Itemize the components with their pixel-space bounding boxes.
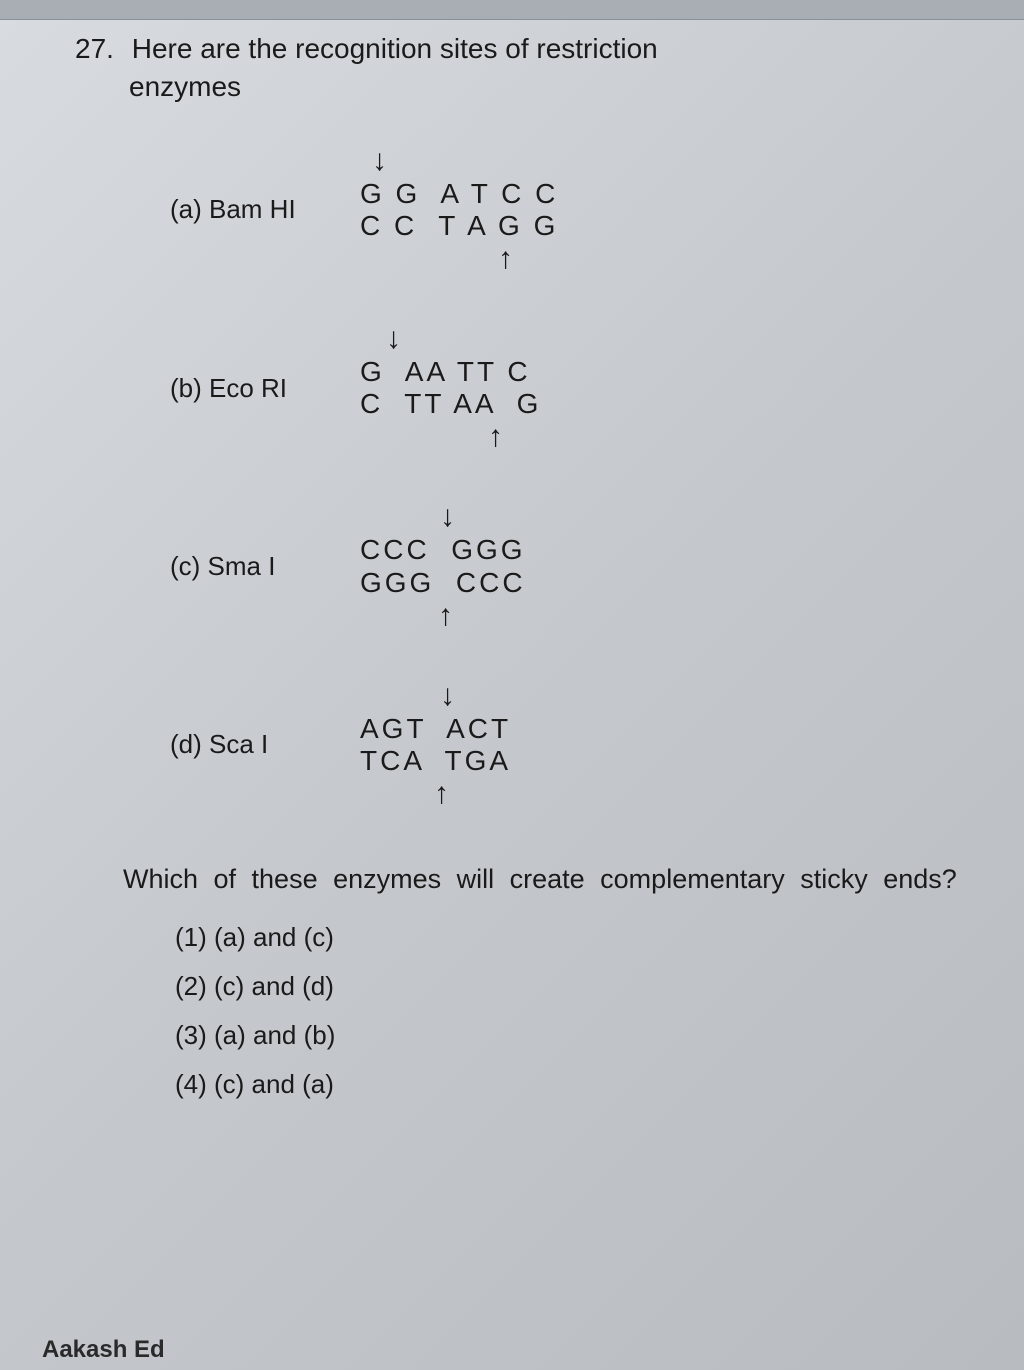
enzyme-row: (a) Bam HI↓G G A T C CC C T A G G↑ <box>170 146 964 274</box>
answer-option: (3) (a) and (b) <box>175 1020 964 1051</box>
sequence-block: ↓G G A T C CC C T A G G↑ <box>360 146 558 274</box>
enzyme-label: (b) Eco RI <box>170 373 360 404</box>
enzyme-row: (c) Sma I↓CCC GGGGGG CCC↑ <box>170 502 964 630</box>
arrow-up-icon: ↑ <box>498 244 516 274</box>
sequence-bottom: TCA TGA <box>360 745 511 777</box>
arrow-down-icon: ↓ <box>372 146 390 176</box>
sequence-block: ↓AGT ACTTCA TGA↑ <box>360 681 511 809</box>
enzyme-row: (b) Eco RI↓G AA TT CC TT AA G↑ <box>170 324 964 452</box>
sequence-bottom: GGG CCC <box>360 567 526 599</box>
enzyme-label: (d) Sca I <box>170 729 360 760</box>
question-line2: enzymes <box>129 68 964 106</box>
arrow-down-icon: ↓ <box>440 681 458 711</box>
question-block: 27. Here are the recognition sites of re… <box>75 30 964 106</box>
arrow-up-icon: ↑ <box>488 422 506 452</box>
answer-option: (4) (c) and (a) <box>175 1069 964 1100</box>
sequence-top: G AA TT C <box>360 356 541 388</box>
sequence-top: AGT ACT <box>360 713 511 745</box>
enzyme-row: (d) Sca I↓AGT ACTTCA TGA↑ <box>170 681 964 809</box>
sequence-top: CCC GGG <box>360 534 526 566</box>
paper-top-edge <box>0 0 1024 20</box>
enzyme-label: (c) Sma I <box>170 551 360 582</box>
footer-brand: Aakash Ed <box>42 1336 165 1364</box>
arrow-up-icon: ↑ <box>438 601 456 631</box>
sequence-bottom: C C T A G G <box>360 210 558 242</box>
sequence-bottom: C TT AA G <box>360 388 541 420</box>
question-line1: Here are the recognition sites of restri… <box>132 33 658 64</box>
arrow-down-icon: ↓ <box>440 502 458 532</box>
arrow-up-icon: ↑ <box>434 779 452 809</box>
answer-option: (1) (a) and (c) <box>175 922 964 953</box>
arrow-down-icon: ↓ <box>386 324 404 354</box>
question-number: 27. <box>75 30 114 68</box>
answer-option: (2) (c) and (d) <box>175 971 964 1002</box>
sequence-block: ↓G AA TT CC TT AA G↑ <box>360 324 541 452</box>
sub-question: Which of these enzymes will create compl… <box>123 859 964 900</box>
sequence-top: G G A T C C <box>360 178 558 210</box>
answers-list: (1) (a) and (c) (2) (c) and (d) (3) (a) an… <box>75 922 964 1100</box>
sequence-block: ↓CCC GGGGGG CCC↑ <box>360 502 526 630</box>
enzymes-list: (a) Bam HI↓G G A T C CC C T A G G↑(b) Ec… <box>75 146 964 810</box>
enzyme-label: (a) Bam HI <box>170 194 360 225</box>
